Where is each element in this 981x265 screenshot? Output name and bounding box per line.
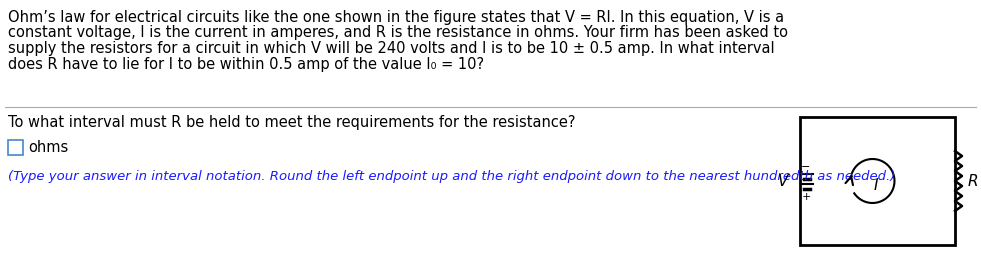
- Text: does R have to lie for I to be within 0.5 amp of the value I₀ = 10?: does R have to lie for I to be within 0.…: [8, 56, 485, 72]
- Bar: [800, 117, 955, 245]
- Text: ohms: ohms: [28, 140, 69, 155]
- Text: To what interval must R be held to meet the requirements for the resistance?: To what interval must R be held to meet …: [8, 115, 576, 130]
- Text: constant voltage, I is the current in amperes, and R is the resistance in ohms. : constant voltage, I is the current in am…: [8, 25, 788, 41]
- Text: Ohm’s law for electrical circuits like the one shown in the figure states that V: Ohm’s law for electrical circuits like t…: [8, 10, 784, 25]
- Text: supply the resistors for a circuit in which V will be 240 volts and I is to be 1: supply the resistors for a circuit in wh…: [8, 41, 775, 56]
- Text: R: R: [968, 174, 979, 188]
- Text: −: −: [801, 162, 810, 172]
- Text: +: +: [801, 192, 810, 202]
- Bar: [8, 140, 23, 155]
- Text: (Type your answer in interval notation. Round the left endpoint up and the right: (Type your answer in interval notation. …: [8, 170, 896, 183]
- Text: V: V: [778, 174, 788, 188]
- Text: I: I: [873, 179, 878, 193]
